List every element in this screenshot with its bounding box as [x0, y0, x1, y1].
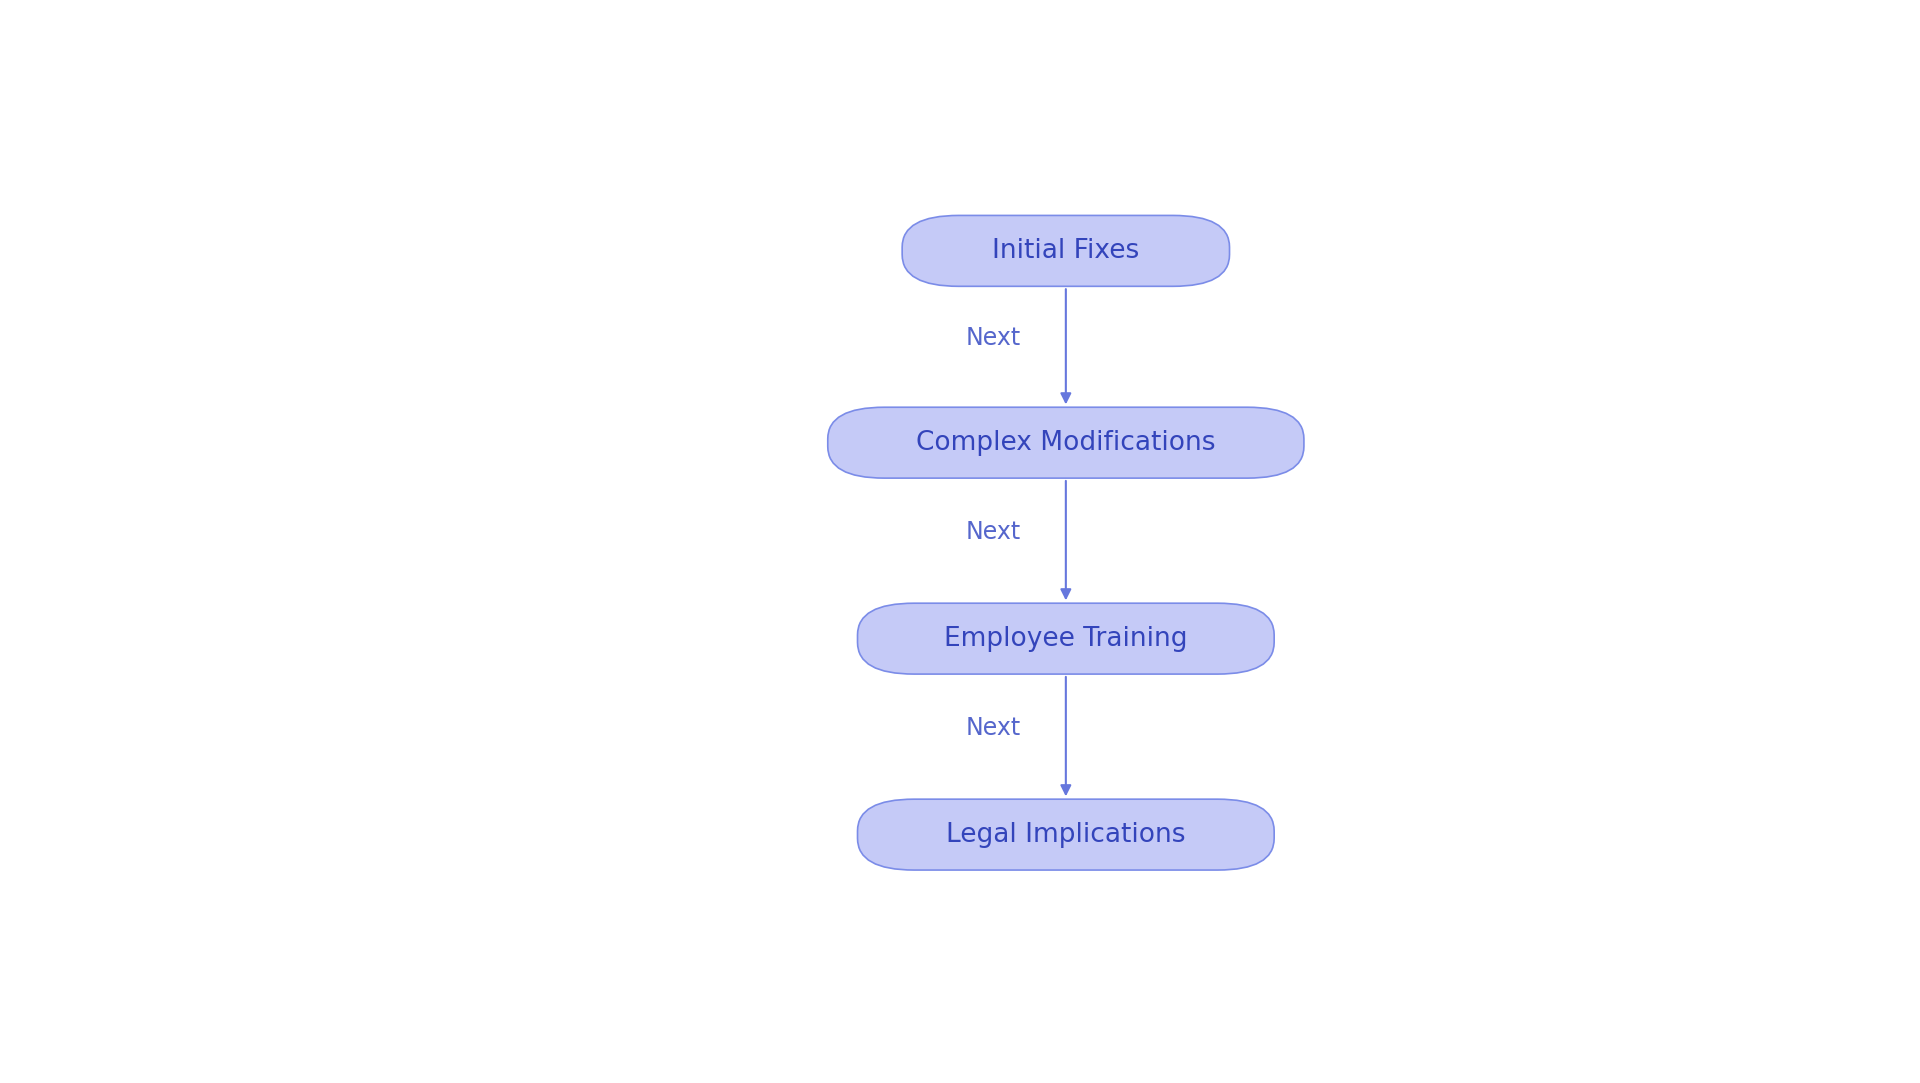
FancyBboxPatch shape	[902, 216, 1229, 286]
FancyBboxPatch shape	[858, 799, 1275, 870]
Text: Complex Modifications: Complex Modifications	[916, 430, 1215, 456]
Text: Employee Training: Employee Training	[945, 626, 1188, 652]
Text: Initial Fixes: Initial Fixes	[993, 238, 1139, 264]
Text: Next: Next	[966, 326, 1021, 351]
FancyBboxPatch shape	[858, 603, 1275, 674]
Text: Next: Next	[966, 520, 1021, 545]
Text: Legal Implications: Legal Implications	[947, 822, 1185, 848]
FancyBboxPatch shape	[828, 407, 1304, 478]
Text: Next: Next	[966, 716, 1021, 741]
